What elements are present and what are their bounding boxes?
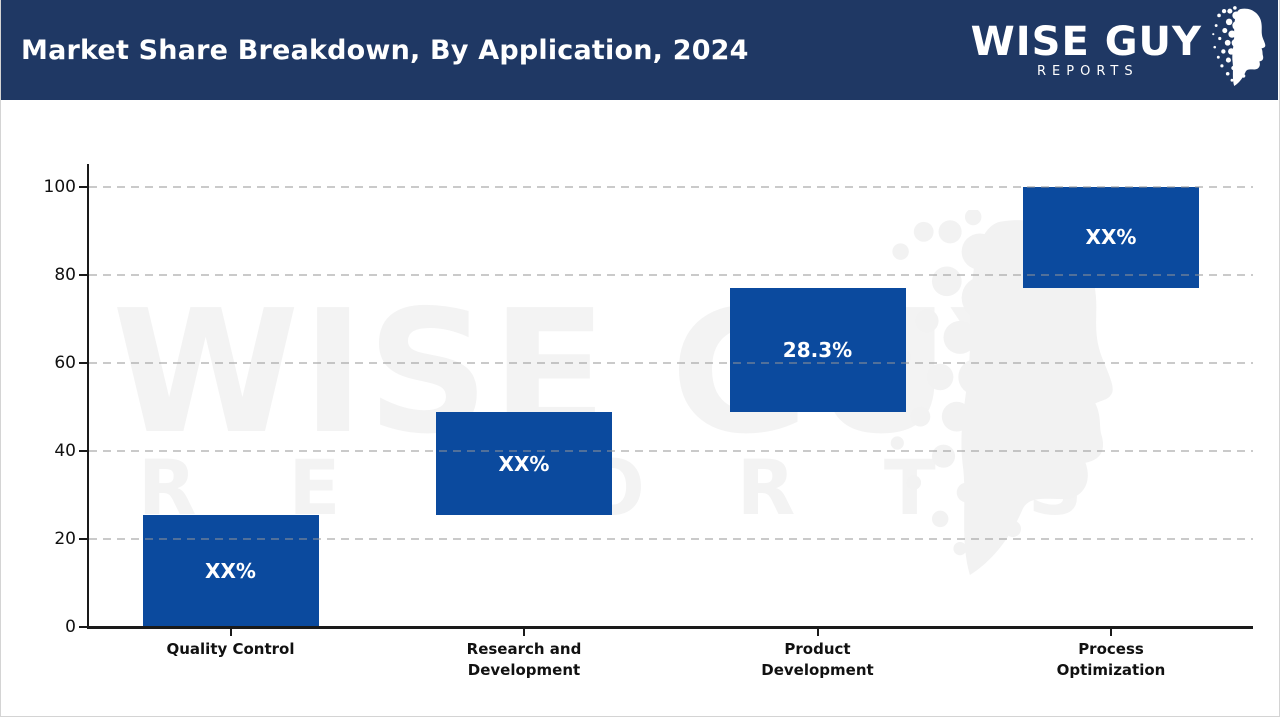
category-label: Product Development bbox=[761, 640, 874, 679]
bar-4 bbox=[1023, 186, 1199, 288]
category-label: Process Optimization bbox=[1056, 640, 1166, 679]
bar-1 bbox=[142, 514, 319, 627]
y-tick-mark bbox=[79, 537, 87, 540]
x-tick-mark bbox=[229, 629, 232, 636]
logo-wordmark: WISE GUY bbox=[970, 19, 1202, 65]
y-tick-label: 60 bbox=[54, 352, 76, 373]
logo-wordmark-block: WISE GUY REPORTS bbox=[971, 22, 1202, 78]
x-axis-line bbox=[87, 626, 1253, 629]
y-tick-label: 80 bbox=[54, 264, 76, 285]
bar-value-label: XX% bbox=[1085, 225, 1137, 250]
bar-value-label: XX% bbox=[498, 451, 550, 476]
y-tick-label: 100 bbox=[43, 176, 76, 197]
x-tick-mark bbox=[816, 629, 819, 636]
y-tick-mark bbox=[79, 626, 87, 628]
y-axis-line bbox=[87, 164, 89, 629]
wiseguy-logo: WISE GUY REPORTS bbox=[971, 5, 1268, 95]
bar-3 bbox=[729, 287, 906, 413]
logo-reports-text: REPORTS bbox=[1037, 64, 1139, 79]
gridline-60 bbox=[89, 361, 1253, 364]
category-label: Research and Development bbox=[466, 640, 582, 679]
gridline-80 bbox=[89, 273, 1253, 276]
y-tick-mark bbox=[79, 185, 87, 188]
bar-2 bbox=[436, 412, 612, 515]
gridline-20 bbox=[89, 537, 1253, 540]
x-tick-mark bbox=[1110, 629, 1112, 636]
plot-area: 0 20 40 60 80 100 XX% Quality Control XX% Researc… bbox=[0, 100, 1280, 716]
page-title: Market Share Breakdown, By Application, … bbox=[21, 34, 749, 66]
y-tick-label: 20 bbox=[54, 528, 76, 549]
bar-value-label: 28.3% bbox=[782, 338, 853, 363]
y-tick-mark bbox=[79, 273, 87, 276]
y-tick-label: 40 bbox=[54, 440, 76, 461]
bar-value-label: XX% bbox=[205, 558, 256, 583]
wiseguy-face-icon bbox=[1212, 6, 1266, 87]
y-tick-mark bbox=[79, 361, 87, 364]
category-label: Quality Control bbox=[166, 640, 295, 658]
y-tick-label: 0 bbox=[65, 617, 76, 637]
y-tick-mark bbox=[79, 449, 87, 452]
x-tick-mark bbox=[523, 629, 525, 636]
gridline-40 bbox=[89, 449, 1253, 452]
header-bar: Market Share Breakdown, By Application, … bbox=[1, 0, 1278, 100]
gridline-100 bbox=[89, 185, 1253, 188]
